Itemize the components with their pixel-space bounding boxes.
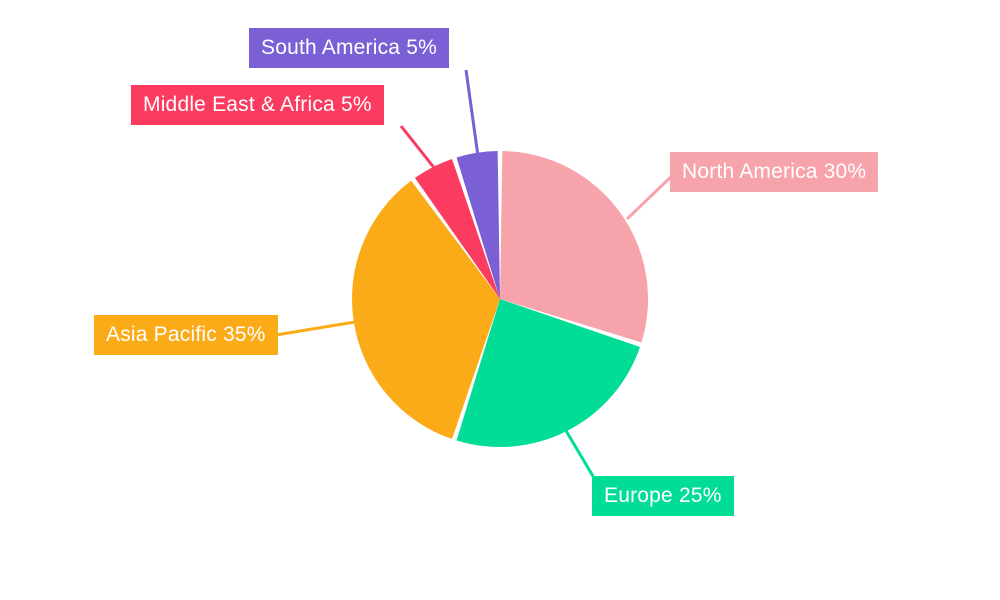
leader-line-asia-pacific xyxy=(275,320,356,337)
pie-slice-south-america[interactable] xyxy=(456,151,500,299)
pie-slices-group xyxy=(351,151,649,448)
pie-slice-asia-pacific[interactable] xyxy=(351,180,500,440)
leader-line-north-america xyxy=(625,170,678,221)
leader-line-south-america xyxy=(464,69,480,157)
pie-slice-europe[interactable] xyxy=(456,299,641,448)
pie-slice-middle-east-africa[interactable] xyxy=(414,158,500,299)
pie-label-europe: Europe 25% xyxy=(592,476,734,516)
pie-label-asia-pacific: Asia Pacific 35% xyxy=(94,315,278,355)
pie-label-south-america: South America 5% xyxy=(249,28,449,68)
pie-label-middle-east-africa: Middle East & Africa 5% xyxy=(131,85,384,125)
pie-label-north-america: North America 30% xyxy=(670,152,879,192)
pie-slice-north-america[interactable] xyxy=(500,151,649,343)
